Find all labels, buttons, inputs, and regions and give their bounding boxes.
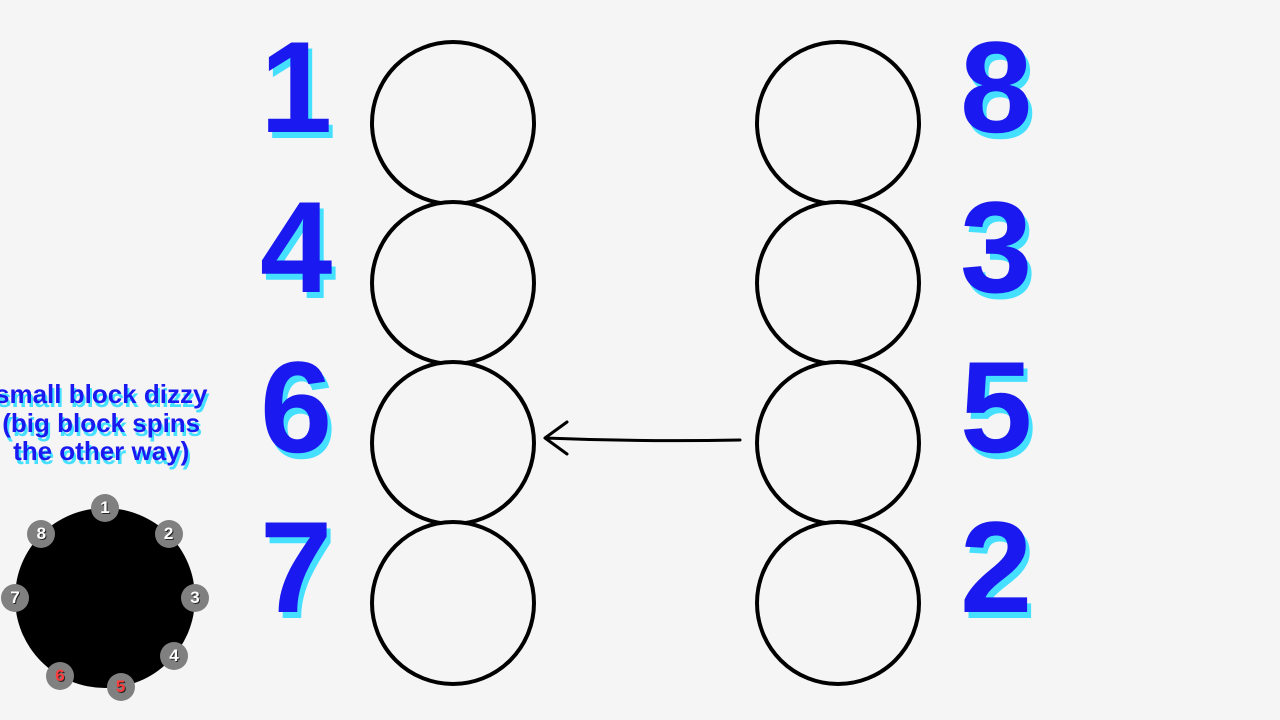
distributor-pin-4: 4: [160, 642, 188, 670]
distributor-pin-7: 7: [1, 584, 29, 612]
distributor-pin-5: 5: [107, 673, 135, 701]
distributor-pin-1: 1: [91, 494, 119, 522]
distributor-pin-2: 2: [155, 520, 183, 548]
distributor-diagram: 12345678: [0, 0, 1280, 720]
distributor-pin-6: 6: [46, 662, 74, 690]
distributor-pin-3: 3: [181, 584, 209, 612]
